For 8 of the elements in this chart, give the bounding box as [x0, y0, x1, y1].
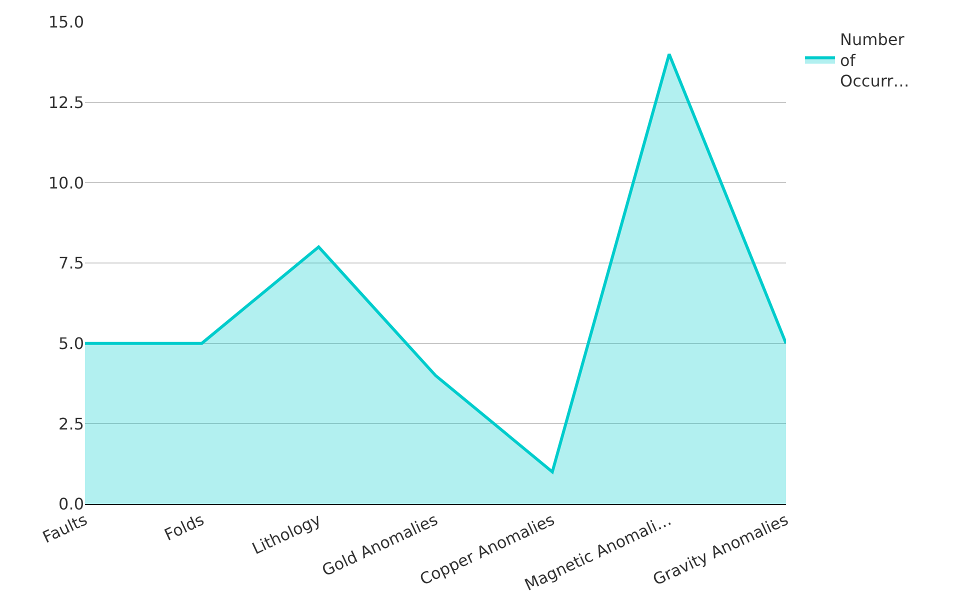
- y-tick-label: 10.0: [48, 173, 84, 192]
- y-tick-label: 2.5: [58, 414, 84, 434]
- x-tick-label: Folds: [161, 510, 207, 545]
- y-tick-label: 7.5: [58, 254, 84, 273]
- legend-label: Number of Occurr…: [840, 30, 910, 91]
- y-tick-label: 12.5: [48, 92, 84, 112]
- y-tick-label: 15.0: [48, 12, 84, 32]
- y-tick-label: 5.0: [58, 334, 84, 353]
